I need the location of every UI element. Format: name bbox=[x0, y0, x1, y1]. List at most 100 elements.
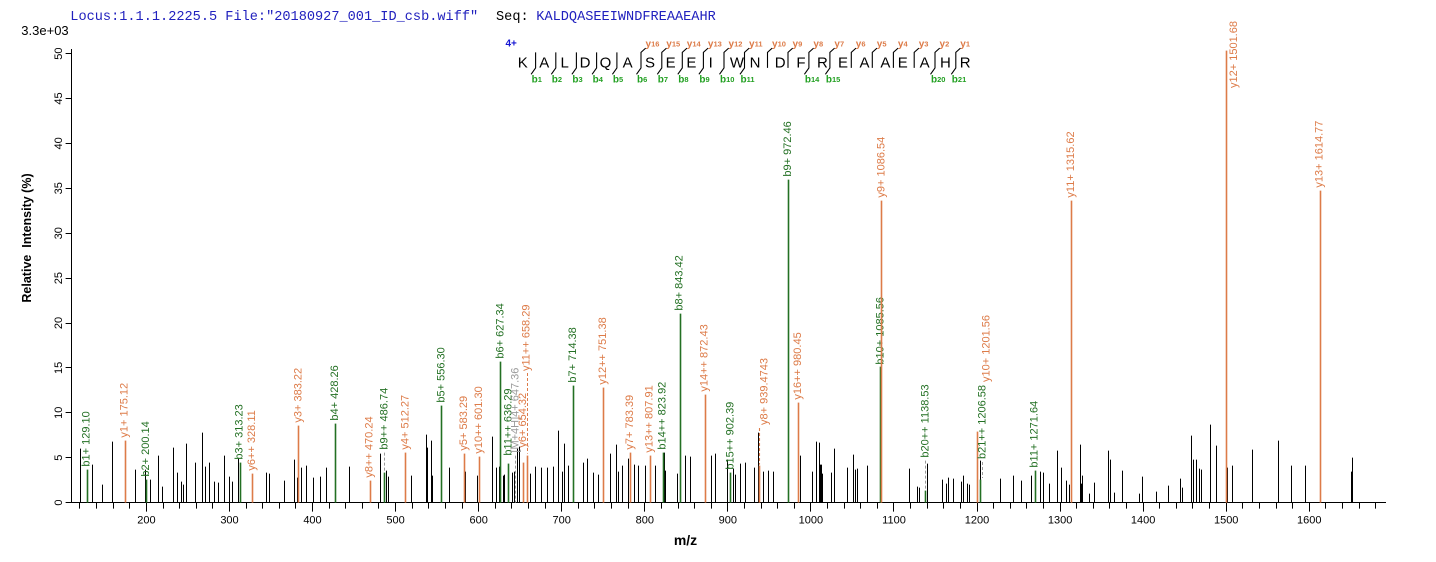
svg-text:b4+ 428.26: b4+ 428.26 bbox=[329, 365, 341, 420]
svg-text:30: 30 bbox=[53, 227, 65, 239]
svg-text:50: 50 bbox=[53, 47, 65, 59]
svg-text:E: E bbox=[686, 54, 696, 71]
svg-text:b5+ 556.30: b5+ 556.30 bbox=[435, 347, 447, 402]
svg-text:y6: y6 bbox=[856, 39, 866, 50]
svg-text:D: D bbox=[775, 54, 786, 71]
svg-text:y3: y3 bbox=[919, 39, 929, 50]
svg-text:Locus:1.1.1.2225.5 File:"20180: Locus:1.1.1.2225.5 File:"20180927_001_ID… bbox=[70, 10, 478, 25]
svg-text:b9++ 486.74: b9++ 486.74 bbox=[378, 388, 390, 450]
svg-text:y4+ 512.27: y4+ 512.27 bbox=[399, 395, 411, 450]
svg-text:3.3e+03: 3.3e+03 bbox=[21, 23, 68, 38]
svg-text:y10+ 1201.56: y10+ 1201.56 bbox=[981, 315, 993, 382]
svg-text:500: 500 bbox=[386, 515, 404, 527]
svg-text:1200: 1200 bbox=[965, 515, 989, 527]
svg-text:y13++ 807.91: y13++ 807.91 bbox=[644, 385, 656, 452]
svg-text:D: D bbox=[580, 54, 591, 71]
svg-text:I: I bbox=[709, 54, 713, 71]
svg-text:400: 400 bbox=[303, 515, 321, 527]
svg-text:y7: y7 bbox=[834, 39, 844, 50]
svg-text:R: R bbox=[817, 54, 828, 71]
svg-text:y9: y9 bbox=[793, 39, 803, 50]
svg-text:b8: b8 bbox=[678, 75, 688, 86]
svg-text:y7+ 783.39: y7+ 783.39 bbox=[624, 395, 636, 450]
svg-text:y5: y5 bbox=[877, 39, 887, 50]
svg-text:y3+ 383.22: y3+ 383.22 bbox=[292, 368, 304, 423]
svg-text:b1+ 129.10: b1+ 129.10 bbox=[81, 411, 93, 466]
svg-text:200: 200 bbox=[137, 515, 155, 527]
svg-text:b3: b3 bbox=[572, 75, 582, 86]
svg-text:15: 15 bbox=[53, 362, 65, 374]
svg-text:1300: 1300 bbox=[1048, 515, 1072, 527]
svg-text:b4: b4 bbox=[593, 75, 604, 86]
svg-text:b20: b20 bbox=[931, 75, 945, 86]
svg-text:R: R bbox=[960, 54, 971, 71]
svg-text:y10: y10 bbox=[772, 39, 786, 50]
svg-text:y5+ 583.29: y5+ 583.29 bbox=[458, 396, 470, 451]
svg-text:y12++ 751.38: y12++ 751.38 bbox=[597, 317, 609, 384]
svg-text:y11++ 658.29: y11++ 658.29 bbox=[521, 305, 533, 371]
svg-text:b21: b21 bbox=[952, 75, 966, 86]
svg-text:y2: y2 bbox=[940, 39, 950, 50]
svg-text:y6++ 328.11: y6++ 328.11 bbox=[246, 410, 258, 470]
svg-text:b15: b15 bbox=[826, 75, 840, 86]
svg-text:E: E bbox=[838, 54, 848, 71]
svg-text:1000: 1000 bbox=[799, 515, 823, 527]
svg-text:b7: b7 bbox=[658, 75, 668, 86]
svg-text:[M+4H]4+ 647.36: [M+4H]4+ 647.36 bbox=[509, 368, 521, 453]
svg-text:b11: b11 bbox=[741, 75, 755, 86]
svg-text:600: 600 bbox=[470, 515, 488, 527]
svg-text:E: E bbox=[666, 54, 676, 71]
svg-text:y4: y4 bbox=[898, 39, 909, 50]
svg-text:Q: Q bbox=[600, 54, 612, 71]
svg-text:y13+ 1614.77: y13+ 1614.77 bbox=[1314, 121, 1326, 188]
svg-text:b8+ 843.42: b8+ 843.42 bbox=[674, 255, 686, 310]
svg-text:W: W bbox=[730, 54, 745, 71]
svg-text:b20++ 1138.53: b20++ 1138.53 bbox=[919, 384, 931, 457]
svg-text:b14++ 823.92: b14++ 823.92 bbox=[657, 382, 669, 450]
svg-text:y12+ 1501.68: y12+ 1501.68 bbox=[1228, 21, 1240, 88]
svg-text:y16++ 980.45: y16++ 980.45 bbox=[792, 332, 804, 399]
svg-text:H: H bbox=[940, 54, 951, 71]
svg-text:A: A bbox=[539, 54, 549, 71]
svg-text:b7+ 714.38: b7+ 714.38 bbox=[567, 327, 579, 382]
svg-text:800: 800 bbox=[636, 515, 654, 527]
svg-text:y8+ 939.4743: y8+ 939.4743 bbox=[758, 358, 770, 425]
svg-text:b2+ 200.14: b2+ 200.14 bbox=[140, 421, 152, 476]
svg-text:A: A bbox=[623, 54, 633, 71]
svg-text:1400: 1400 bbox=[1131, 515, 1155, 527]
svg-text:A: A bbox=[859, 54, 869, 71]
svg-text:b9: b9 bbox=[699, 75, 709, 86]
svg-text:b15++ 902.39: b15++ 902.39 bbox=[724, 402, 736, 470]
svg-text:L: L bbox=[561, 54, 569, 71]
svg-text:y14: y14 bbox=[687, 39, 702, 50]
svg-text:25: 25 bbox=[53, 272, 65, 284]
svg-text:b9+ 972.46: b9+ 972.46 bbox=[782, 121, 794, 176]
svg-text:y8++ 470.24: y8++ 470.24 bbox=[364, 416, 376, 477]
svg-text:y16: y16 bbox=[646, 39, 660, 50]
svg-text:b5: b5 bbox=[613, 75, 623, 86]
svg-text:20: 20 bbox=[53, 317, 65, 329]
svg-text:10: 10 bbox=[53, 407, 65, 419]
svg-text:5: 5 bbox=[53, 455, 65, 461]
svg-text:S: S bbox=[645, 54, 655, 71]
svg-text:b6: b6 bbox=[637, 75, 647, 86]
svg-text:E: E bbox=[898, 54, 908, 71]
svg-text:35: 35 bbox=[53, 182, 65, 194]
svg-text:b2: b2 bbox=[552, 75, 562, 86]
svg-text:1500: 1500 bbox=[1214, 515, 1238, 527]
svg-text:b14: b14 bbox=[805, 75, 820, 86]
svg-text:b10: b10 bbox=[720, 75, 734, 86]
svg-text:1100: 1100 bbox=[882, 515, 906, 527]
svg-text:0: 0 bbox=[53, 500, 65, 506]
svg-text:y1: y1 bbox=[960, 39, 970, 50]
svg-text:y11+ 1315.62: y11+ 1315.62 bbox=[1065, 131, 1077, 197]
svg-text:K: K bbox=[518, 54, 528, 71]
svg-text:4+: 4+ bbox=[506, 39, 518, 50]
svg-text:m/z: m/z bbox=[674, 532, 697, 548]
svg-text:N: N bbox=[750, 54, 761, 71]
svg-text:40: 40 bbox=[53, 137, 65, 149]
svg-text:y14++ 872.43: y14++ 872.43 bbox=[699, 324, 711, 391]
svg-text:F: F bbox=[796, 54, 805, 71]
svg-text:Seq:: Seq: bbox=[496, 10, 529, 25]
svg-text:b3+ 313.23: b3+ 313.23 bbox=[234, 404, 246, 459]
